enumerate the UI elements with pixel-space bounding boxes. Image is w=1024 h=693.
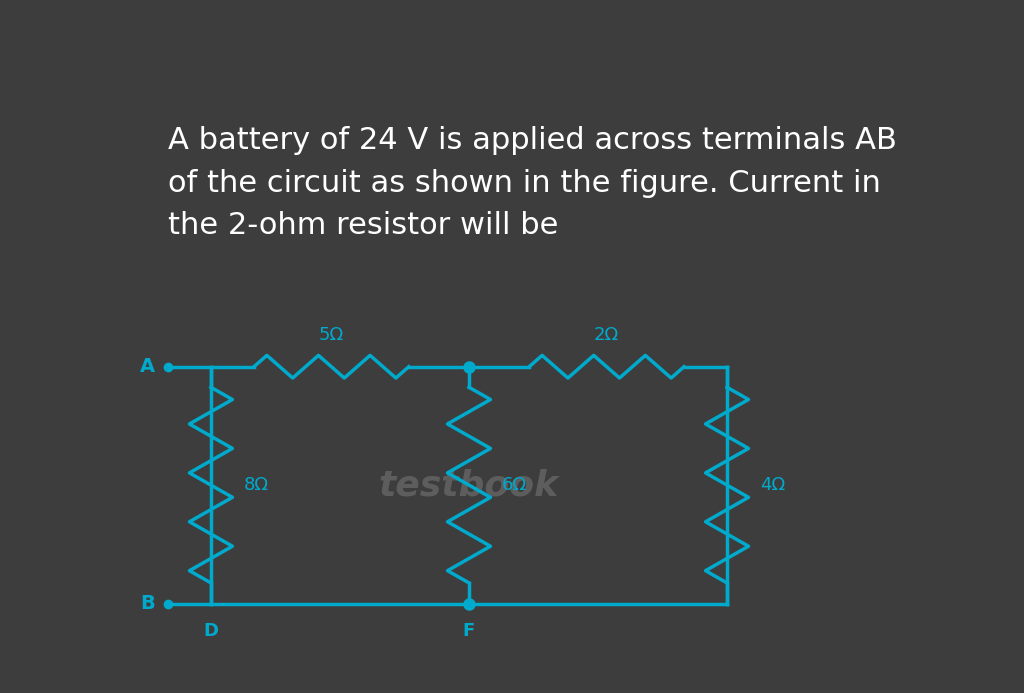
Text: testbook: testbook — [379, 468, 559, 502]
Text: 5Ω: 5Ω — [318, 326, 344, 344]
Text: D: D — [204, 622, 218, 640]
Text: 2Ω: 2Ω — [594, 326, 620, 344]
Text: 8Ω: 8Ω — [244, 476, 268, 494]
Text: B: B — [140, 594, 155, 613]
Text: 6Ω: 6Ω — [502, 476, 526, 494]
Text: F: F — [463, 622, 475, 640]
Text: A: A — [140, 357, 155, 376]
Text: 4Ω: 4Ω — [760, 476, 784, 494]
Text: A battery of 24 V is applied across terminals AB
of the circuit as shown in the : A battery of 24 V is applied across term… — [168, 126, 897, 240]
